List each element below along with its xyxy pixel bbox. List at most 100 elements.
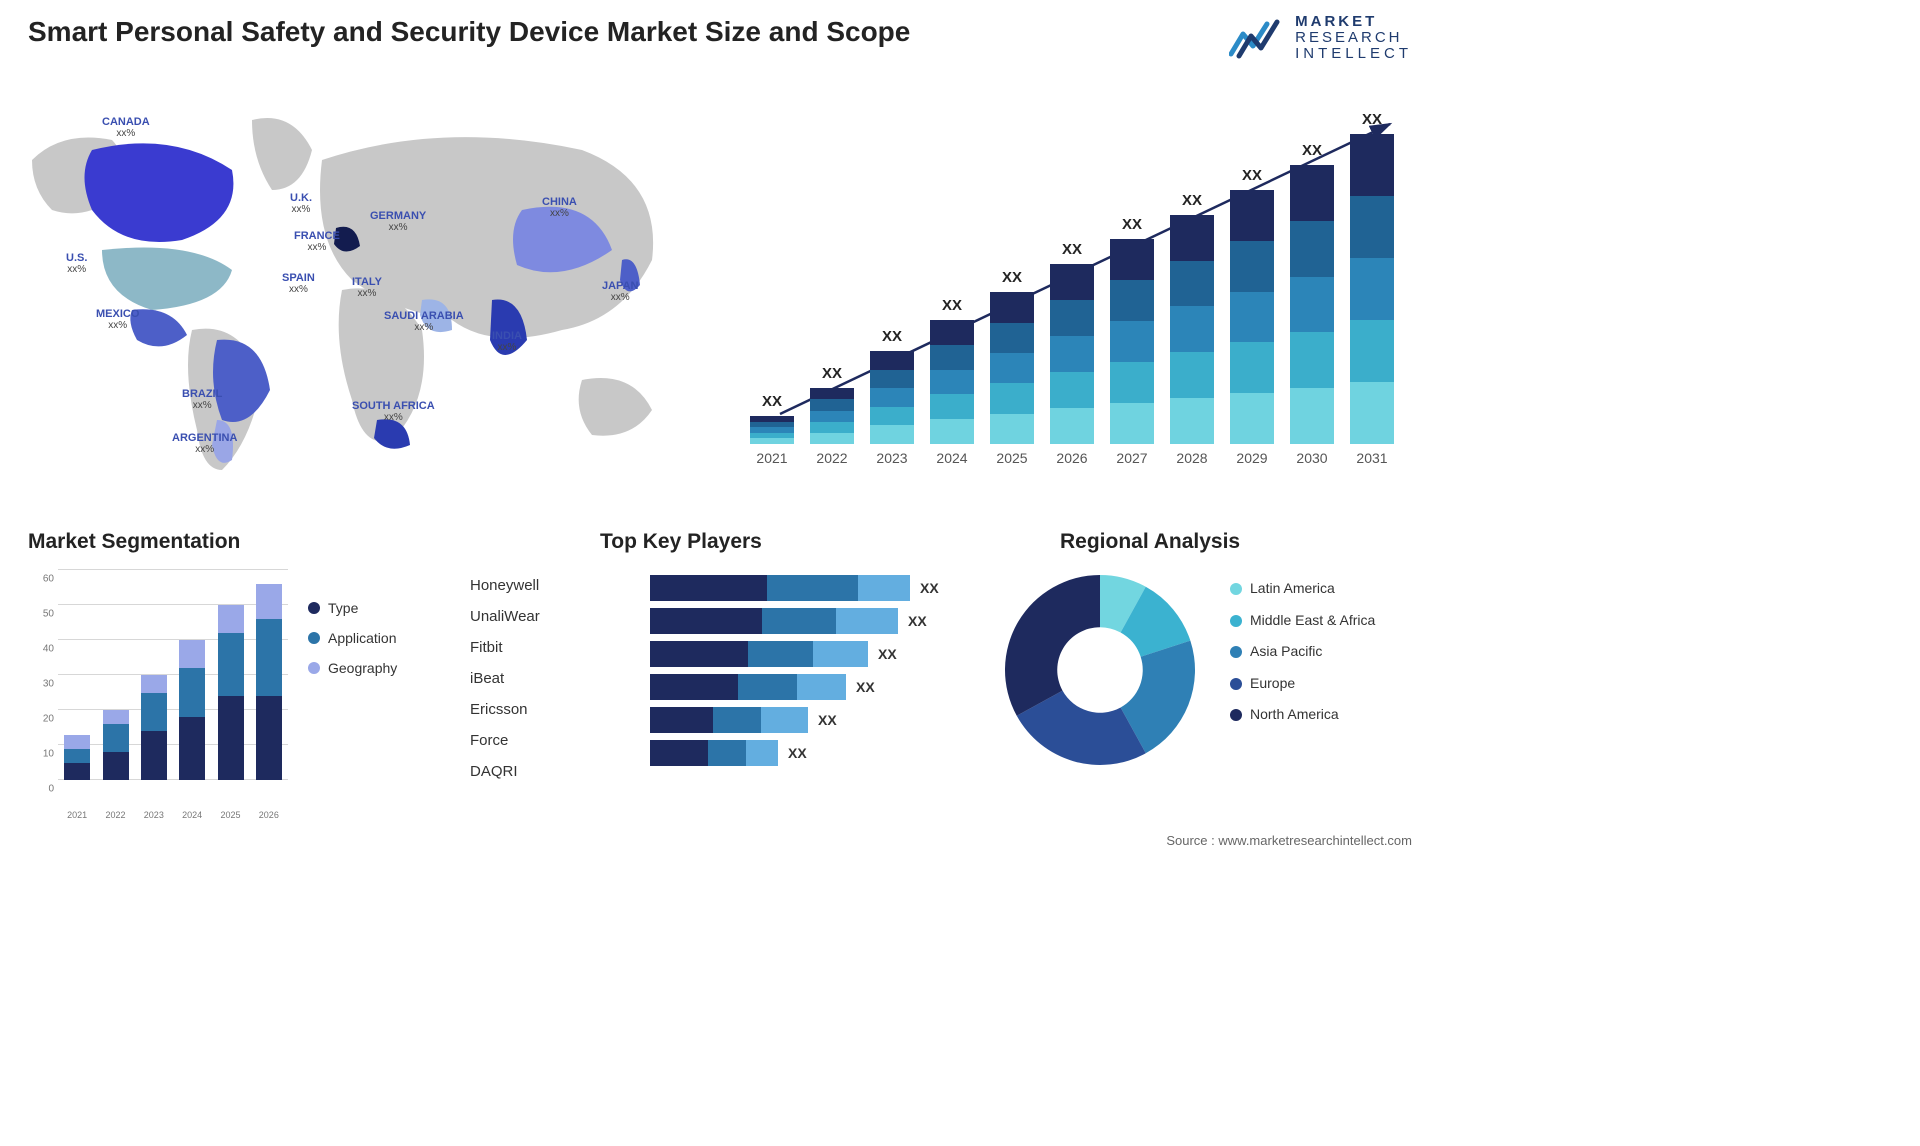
growth-chart: 2021 XX 2022 XX 2023 XX 2024 XX 2025 XX 2026 XX 2027…: [720, 94, 1420, 474]
key-player-bar: XX: [650, 707, 970, 733]
map-label-us: U.S.xx%: [66, 252, 87, 275]
donut-slice: [1005, 575, 1100, 716]
seg-xlabel: 2023: [135, 810, 173, 820]
regional-legend-item: Europe: [1230, 675, 1375, 693]
growth-bar-2025: [990, 292, 1034, 444]
seg-bar-2022: [103, 710, 129, 780]
growth-value-label: XX: [982, 269, 1042, 286]
key-player-bar: XX: [650, 674, 970, 700]
regional-legend-item: Asia Pacific: [1230, 643, 1375, 661]
growth-bar-2031: [1350, 134, 1394, 444]
seg-legend-item: Geography: [308, 660, 397, 676]
logo-line1: MARKET: [1295, 14, 1412, 30]
growth-value-label: XX: [922, 297, 982, 314]
map-label-argentina: ARGENTINAxx%: [172, 432, 237, 455]
logo-line2: RESEARCH: [1295, 30, 1412, 46]
regional-legend-item: Middle East & Africa: [1230, 612, 1375, 630]
growth-bar-2022: [810, 388, 854, 444]
key-player-bar: XX: [650, 575, 970, 601]
key-player-name: Force: [470, 725, 620, 756]
growth-value-label: XX: [1162, 192, 1222, 209]
map-label-japan: JAPANxx%: [602, 280, 638, 303]
growth-bar-2026: [1050, 264, 1094, 444]
growth-xlabel: 2031: [1342, 450, 1402, 466]
segmentation-legend: TypeApplicationGeography: [308, 600, 397, 690]
growth-xlabel: 2030: [1282, 450, 1342, 466]
logo-line3: INTELLECT: [1295, 46, 1412, 62]
seg-ylabel: 40: [28, 644, 54, 655]
growth-bar-2024: [930, 320, 974, 444]
map-label-brazil: BRAZILxx%: [182, 388, 222, 411]
key-player-name: UnaliWear: [470, 601, 620, 632]
seg-ylabel: 60: [28, 574, 54, 585]
regional-panel: Regional Analysis Latin America Middle Ea…: [1000, 530, 1420, 810]
growth-xlabel: 2026: [1042, 450, 1102, 466]
regional-legend: Latin America Middle East & Africa Asia Pa…: [1230, 580, 1375, 738]
page-title: Smart Personal Safety and Security Devic…: [28, 14, 910, 49]
seg-ylabel: 50: [28, 609, 54, 620]
growth-bar-2030: [1290, 165, 1334, 444]
seg-xlabel: 2026: [250, 810, 288, 820]
growth-bar-2023: [870, 351, 914, 444]
map-label-italy: ITALYxx%: [352, 276, 382, 299]
seg-bar-2024: [179, 640, 205, 780]
map-label-india: INDIAxx%: [492, 330, 522, 353]
key-player-name: Honeywell: [470, 570, 620, 601]
seg-ylabel: 0: [28, 784, 54, 795]
brand-logo: MARKET RESEARCH INTELLECT: [1229, 14, 1412, 61]
regional-title: Regional Analysis: [1060, 530, 1420, 554]
growth-value-label: XX: [1222, 167, 1282, 184]
growth-xlabel: 2024: [922, 450, 982, 466]
map-label-southafrica: SOUTH AFRICAxx%: [352, 400, 435, 423]
growth-value-label: XX: [1342, 111, 1402, 128]
growth-xlabel: 2027: [1102, 450, 1162, 466]
seg-bar-2025: [218, 605, 244, 780]
growth-xlabel: 2025: [982, 450, 1042, 466]
segmentation-panel: Market Segmentation 20212022202320242025…: [28, 530, 448, 810]
map-label-spain: SPAINxx%: [282, 272, 315, 295]
growth-xlabel: 2023: [862, 450, 922, 466]
map-label-mexico: MEXICOxx%: [96, 308, 139, 331]
seg-ylabel: 10: [28, 749, 54, 760]
seg-bar-2021: [64, 735, 90, 781]
growth-value-label: XX: [1042, 241, 1102, 258]
key-player-name: Ericsson: [470, 694, 620, 725]
map-label-uk: U.K.xx%: [290, 192, 312, 215]
map-label-china: CHINAxx%: [542, 196, 577, 219]
growth-xlabel: 2021: [742, 450, 802, 466]
seg-ylabel: 20: [28, 714, 54, 725]
growth-bar-2028: [1170, 215, 1214, 444]
regional-legend-item: Latin America: [1230, 580, 1375, 598]
key-players-title: Top Key Players: [600, 530, 980, 554]
growth-xlabel: 2029: [1222, 450, 1282, 466]
key-players-list: HoneywellUnaliWearFitbitiBeatEricssonFor…: [470, 570, 620, 787]
segmentation-title: Market Segmentation: [28, 530, 448, 554]
key-player-bar: XX: [650, 740, 970, 766]
growth-value-label: XX: [742, 393, 802, 410]
seg-xlabel: 2022: [96, 810, 134, 820]
map-label-germany: GERMANYxx%: [370, 210, 426, 233]
map-label-canada: CANADAxx%: [102, 116, 150, 139]
growth-value-label: XX: [862, 328, 922, 345]
map-label-france: FRANCExx%: [294, 230, 340, 253]
segmentation-chart: 202120222023202420252026 0102030405060: [28, 570, 288, 800]
growth-value-label: XX: [1102, 216, 1162, 233]
key-players-bars: XX XX XX XX XX XX: [650, 575, 970, 773]
key-player-name: Fitbit: [470, 632, 620, 663]
map-region-us: [102, 248, 232, 311]
map-label-saudiarabia: SAUDI ARABIAxx%: [384, 310, 464, 333]
world-map: CANADAxx% U.S.xx% MEXICOxx% BRAZILxx% ARGENT…: [22, 100, 682, 480]
growth-bar-2029: [1230, 190, 1274, 444]
growth-value-label: XX: [1282, 142, 1342, 159]
seg-bar-2023: [141, 675, 167, 780]
growth-bar-2021: [750, 416, 794, 444]
logo-icon: [1229, 16, 1285, 60]
regional-donut: [1000, 570, 1200, 770]
source-credit: Source : www.marketresearchintellect.com: [1166, 833, 1412, 848]
key-player-name: DAQRI: [470, 756, 620, 787]
seg-xlabel: 2025: [211, 810, 249, 820]
key-player-bar: XX: [650, 641, 970, 667]
key-player-bar: XX: [650, 608, 970, 634]
growth-xlabel: 2022: [802, 450, 862, 466]
seg-ylabel: 30: [28, 679, 54, 690]
